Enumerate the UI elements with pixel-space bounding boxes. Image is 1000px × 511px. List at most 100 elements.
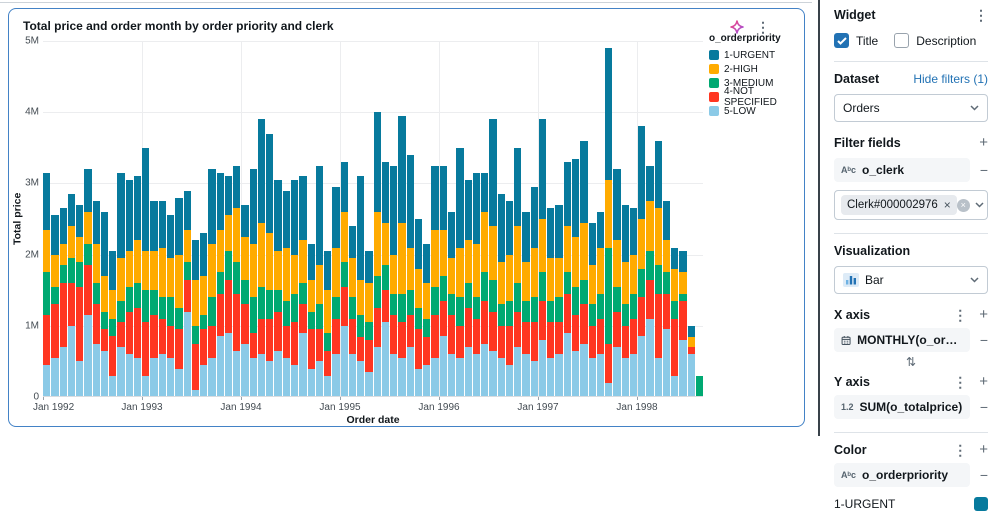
bar-segment[interactable] bbox=[406, 315, 414, 348]
bar-segment[interactable] bbox=[662, 201, 671, 241]
bar-segment[interactable] bbox=[125, 286, 133, 312]
bar-segment[interactable] bbox=[472, 297, 481, 319]
bar-segment[interactable] bbox=[59, 265, 67, 284]
bar-segment[interactable] bbox=[580, 304, 588, 344]
bar-segment[interactable] bbox=[414, 219, 423, 269]
bar-segment[interactable] bbox=[381, 265, 390, 291]
bar-segment[interactable] bbox=[175, 197, 183, 255]
bar-aug-1995[interactable] bbox=[398, 41, 406, 397]
x-axis-field[interactable]: MONTHLY(o_orderdate) bbox=[834, 328, 970, 352]
bar-nov-1994[interactable] bbox=[324, 41, 332, 397]
bar-segment[interactable] bbox=[381, 290, 390, 323]
visualization-select[interactable]: Bar bbox=[834, 266, 988, 294]
bar-segment[interactable] bbox=[142, 147, 150, 252]
bar-segment[interactable] bbox=[596, 354, 605, 397]
bar-segment[interactable] bbox=[547, 322, 555, 358]
bar-sep-1996[interactable] bbox=[505, 41, 514, 397]
bar-segment[interactable] bbox=[117, 347, 125, 397]
bar-segment[interactable] bbox=[638, 297, 646, 337]
bar-segment[interactable] bbox=[332, 297, 340, 319]
bar-segment[interactable] bbox=[76, 236, 84, 262]
bar-segment[interactable] bbox=[481, 300, 489, 344]
bar-segment[interactable] bbox=[572, 286, 580, 316]
bar-segment[interactable] bbox=[183, 229, 191, 262]
bar-segment[interactable] bbox=[596, 293, 605, 319]
bar-segment[interactable] bbox=[646, 318, 654, 397]
bar-segment[interactable] bbox=[373, 275, 381, 309]
bar-segment[interactable] bbox=[596, 247, 605, 294]
bar-segment[interactable] bbox=[125, 251, 133, 287]
bar-segment[interactable] bbox=[166, 215, 175, 259]
bar-segment[interactable] bbox=[315, 304, 324, 330]
bar-segment[interactable] bbox=[505, 300, 514, 326]
bar-segment[interactable] bbox=[100, 211, 109, 276]
chart-widget-card[interactable]: Total price and order month by order pri… bbox=[8, 8, 805, 427]
bar-segment[interactable] bbox=[563, 332, 571, 397]
bar-segment[interactable] bbox=[671, 268, 679, 301]
bar-segment[interactable] bbox=[249, 297, 257, 333]
bar-segment[interactable] bbox=[257, 222, 266, 287]
bar-jul-1997[interactable] bbox=[588, 41, 596, 397]
y-axis-field[interactable]: 1.2 SUM(o_totalprice) bbox=[834, 395, 970, 419]
bar-segment[interactable] bbox=[117, 322, 125, 348]
bar-oct-1996[interactable] bbox=[514, 41, 522, 397]
add-y-axis-field-icon[interactable]: + bbox=[979, 373, 988, 390]
bar-segment[interactable] bbox=[224, 279, 233, 333]
bar-segment[interactable] bbox=[679, 251, 687, 273]
bar-jan-1993[interactable] bbox=[142, 41, 150, 397]
bar-segment[interactable] bbox=[497, 194, 505, 262]
bar-segment[interactable] bbox=[133, 308, 142, 358]
filter-field-o-clerk[interactable]: Aᵇc o_clerk bbox=[834, 158, 970, 182]
bar-segment[interactable] bbox=[414, 308, 423, 330]
bar-segment[interactable] bbox=[175, 368, 183, 397]
bar-segment[interactable] bbox=[414, 329, 423, 369]
bar-segment[interactable] bbox=[241, 204, 249, 237]
bar-segment[interactable] bbox=[191, 343, 200, 390]
bar-segment[interactable] bbox=[464, 347, 472, 397]
bar-segment[interactable] bbox=[654, 357, 662, 397]
bar-segment[interactable] bbox=[621, 304, 629, 326]
bar-segment[interactable] bbox=[166, 357, 175, 397]
bar-segment[interactable] bbox=[398, 357, 406, 397]
bar-segment[interactable] bbox=[67, 283, 76, 326]
bar-mar-1997[interactable] bbox=[555, 41, 563, 397]
bar-segment[interactable] bbox=[92, 343, 100, 397]
bar-segment[interactable] bbox=[100, 350, 109, 397]
bar-segment[interactable] bbox=[92, 283, 100, 305]
bar-segment[interactable] bbox=[315, 165, 324, 266]
bar-sep-1994[interactable] bbox=[307, 41, 315, 397]
bar-segment[interactable] bbox=[175, 308, 183, 330]
bar-segment[interactable] bbox=[390, 165, 398, 255]
bar-segment[interactable] bbox=[555, 322, 563, 355]
bar-segment[interactable] bbox=[224, 215, 233, 252]
bar-segment[interactable] bbox=[257, 318, 266, 355]
bar-segment[interactable] bbox=[117, 258, 125, 301]
bar-segment[interactable] bbox=[208, 297, 216, 326]
bar-segment[interactable] bbox=[621, 325, 629, 358]
bar-segment[interactable] bbox=[282, 190, 290, 248]
bar-aug-1992[interactable] bbox=[100, 41, 109, 397]
bar-segment[interactable] bbox=[183, 261, 191, 280]
bar-mar-1998[interactable] bbox=[654, 41, 662, 397]
assistant-sparkle-icon[interactable] bbox=[729, 19, 745, 35]
bar-segment[interactable] bbox=[208, 243, 216, 298]
bar-segment[interactable] bbox=[43, 172, 51, 230]
bar-segment[interactable] bbox=[200, 364, 208, 397]
bar-nov-1993[interactable] bbox=[224, 41, 233, 397]
bar-jul-1995[interactable] bbox=[390, 41, 398, 397]
bar-segment[interactable] bbox=[175, 329, 183, 369]
bar-segment[interactable] bbox=[621, 261, 629, 305]
bar-segment[interactable] bbox=[456, 357, 464, 397]
bar-segment[interactable] bbox=[216, 172, 224, 230]
bar-segment[interactable] bbox=[365, 251, 373, 284]
bar-segment[interactable] bbox=[646, 165, 654, 202]
bar-segment[interactable] bbox=[381, 222, 390, 266]
bar-jul-1996[interactable] bbox=[489, 41, 497, 397]
bar-segment[interactable] bbox=[59, 283, 67, 348]
bar-segment[interactable] bbox=[233, 350, 241, 397]
y-axis-menu-icon[interactable]: ⋮ bbox=[953, 374, 968, 390]
bar-segment[interactable] bbox=[307, 368, 315, 397]
bar-sep-1992[interactable] bbox=[109, 41, 117, 397]
bar-segment[interactable] bbox=[191, 279, 200, 326]
bar-segment[interactable] bbox=[142, 251, 150, 291]
